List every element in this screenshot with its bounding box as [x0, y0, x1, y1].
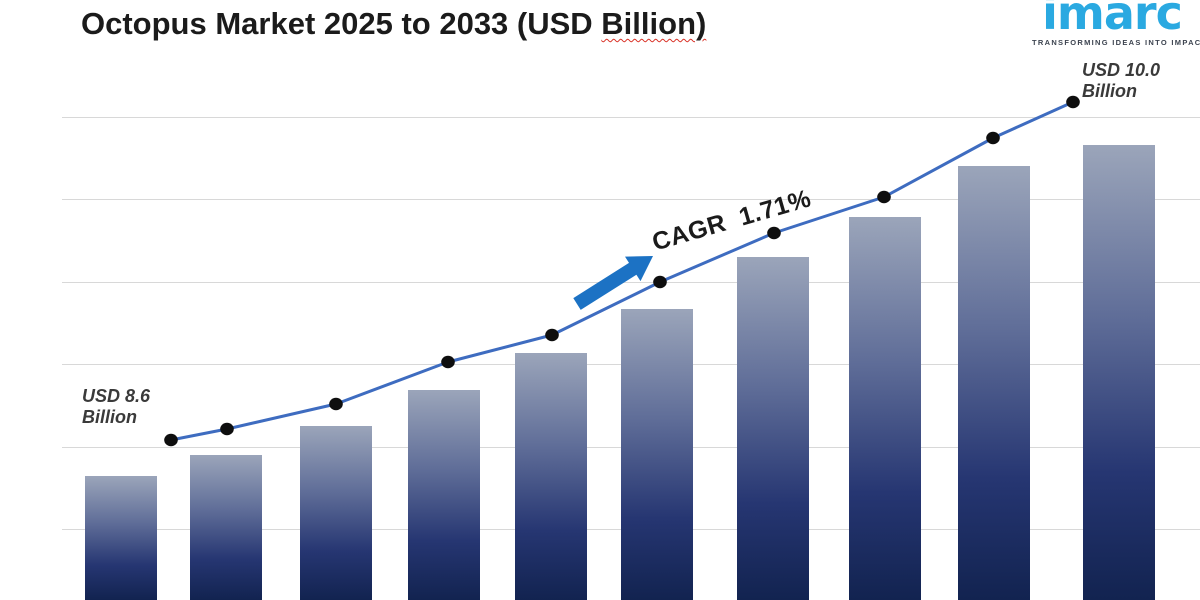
data-point-2024: [164, 433, 178, 447]
annotation-start-line1: USD 8.6: [82, 386, 151, 406]
bar-2024: [85, 476, 157, 600]
trend-line: [170, 100, 1074, 442]
chart-title-text: Octopus Market 2025 to 2033 (USD: [81, 6, 602, 41]
annotation-end-value: USD 10.0 Billion: [1082, 60, 1160, 102]
data-point-2030: [767, 226, 781, 240]
annotation-end-line1: USD 10.0: [1082, 60, 1161, 80]
data-point-2032: [986, 131, 1000, 145]
data-point-2028: [545, 328, 559, 342]
annotation-end-line2: Billion: [1082, 81, 1137, 101]
chart-title: Octopus Market 2025 to 2033 (USD Billion…: [81, 6, 706, 42]
imarc-logo-tagline: TRANSFORMING IDEAS INTO IMPACT: [1032, 38, 1200, 47]
bar-2026: [300, 426, 372, 600]
bar-2025: [190, 455, 262, 600]
bar-2032: [958, 166, 1030, 600]
bar-2027: [408, 390, 480, 600]
annotation-start-line2: Billion: [82, 407, 137, 427]
bar-2031: [849, 217, 921, 600]
bar-2030: [737, 257, 809, 600]
gridline: [62, 199, 1200, 200]
gridline: [62, 117, 1200, 118]
data-point-2025: [220, 422, 234, 436]
data-point-2031: [877, 190, 891, 204]
imarc-logo-text: imarc: [1042, 0, 1183, 40]
data-point-2033: [1066, 95, 1080, 109]
chart-title-spellcheck-word: Billion): [601, 6, 707, 41]
growth-arrow-icon: [573, 256, 653, 310]
bar-2028: [515, 353, 587, 600]
data-point-2029: [653, 275, 667, 289]
bar-2033: [1083, 145, 1155, 600]
imarc-logo: imarc TRANSFORMING IDEAS INTO IMPACT: [1032, 0, 1200, 47]
bar-2029: [621, 309, 693, 600]
gridline: [62, 282, 1200, 283]
data-point-2026: [329, 397, 343, 411]
annotation-start-value: USD 8.6 Billion: [82, 386, 150, 428]
data-point-2027: [441, 355, 455, 369]
